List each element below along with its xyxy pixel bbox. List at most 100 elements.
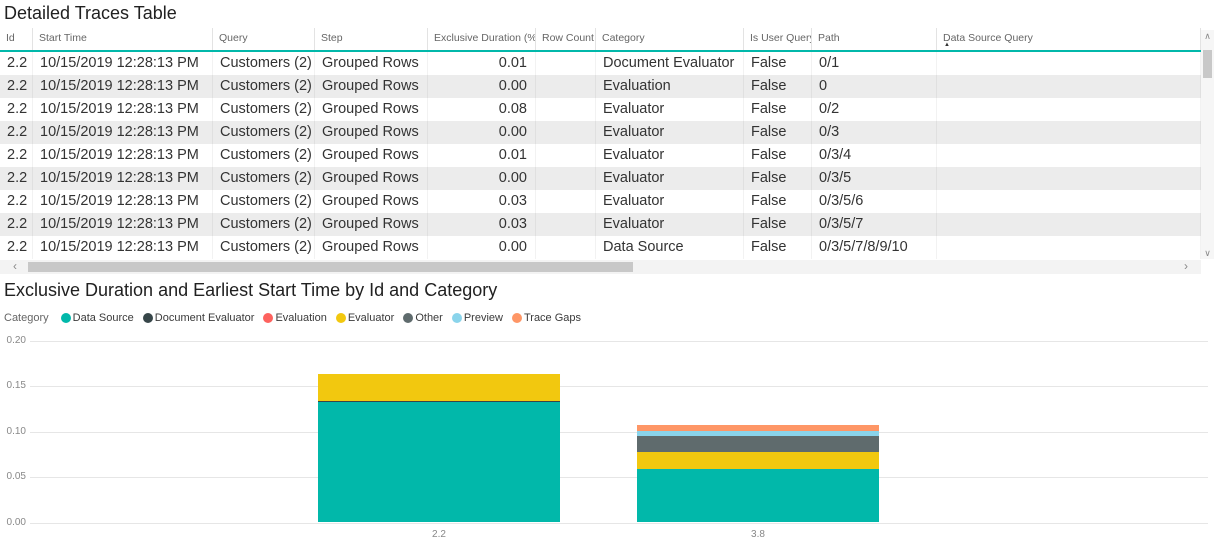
table-cell: 0/3/5/6 bbox=[812, 190, 937, 213]
table-cell: 0.00 bbox=[428, 236, 536, 259]
table-cell: False bbox=[744, 121, 812, 144]
legend-item-label: Trace Gaps bbox=[523, 312, 582, 324]
table-cell: Grouped Rows bbox=[315, 236, 428, 259]
table-cell: Customers (2) bbox=[213, 75, 315, 98]
table-cell: 10/15/2019 12:28:13 PM bbox=[33, 236, 213, 259]
legend-swatch-icon bbox=[451, 313, 462, 323]
horizontal-scrollbar-thumb[interactable] bbox=[28, 262, 633, 272]
legend-swatch-icon bbox=[335, 313, 346, 323]
legend-item-label: Evaluation bbox=[275, 312, 327, 324]
table-cell bbox=[937, 144, 1201, 167]
bar-segment-evaluator[interactable] bbox=[318, 374, 560, 401]
grid-line bbox=[30, 386, 1208, 387]
table-cell: 2.2 bbox=[0, 167, 33, 190]
table-horizontal-scrollbar[interactable]: ‹ › bbox=[0, 260, 1201, 274]
column-header-start-time[interactable]: Start Time bbox=[33, 28, 213, 50]
table-row[interactable]: 2.2 10/15/2019 12:28:13 PM Customers (2) Gr… bbox=[0, 75, 1201, 98]
sort-ascending-icon: ▲ bbox=[944, 42, 950, 48]
bar-segment-data-source[interactable] bbox=[318, 402, 560, 523]
bar-segment-other[interactable] bbox=[637, 436, 879, 453]
scroll-left-icon[interactable]: ‹ bbox=[13, 259, 17, 273]
table-row[interactable]: 2.2 10/15/2019 12:28:13 PM Customers (2) Gr… bbox=[0, 190, 1201, 213]
legend-item-document-evaluator[interactable]: Document Evaluator bbox=[142, 312, 254, 324]
table-cell: 2.2 bbox=[0, 213, 33, 236]
table-row[interactable]: 2.2 10/15/2019 12:28:13 PM Customers (2) Gr… bbox=[0, 167, 1201, 190]
legend-item-evaluation[interactable]: Evaluation bbox=[263, 312, 327, 324]
table-vertical-scrollbar[interactable]: ∧ ∨ bbox=[1201, 30, 1214, 259]
table-cell: False bbox=[744, 98, 812, 121]
table-cell: False bbox=[744, 144, 812, 167]
table-row[interactable]: 2.2 10/15/2019 12:28:13 PM Customers (2) Gr… bbox=[0, 213, 1201, 236]
column-header-query[interactable]: Query bbox=[213, 28, 315, 50]
table-cell: Grouped Rows bbox=[315, 167, 428, 190]
column-header-label: Row Count bbox=[542, 32, 594, 44]
table-cell bbox=[536, 52, 596, 75]
bar-segment-data-source[interactable] bbox=[637, 468, 879, 523]
bar-segment-trace-gaps[interactable] bbox=[637, 425, 879, 431]
scroll-right-icon[interactable]: › bbox=[1184, 259, 1188, 273]
table-cell: 0/3/5/7 bbox=[812, 213, 937, 236]
table-cell: Data Source bbox=[596, 236, 744, 259]
table-cell: 10/15/2019 12:28:13 PM bbox=[33, 144, 213, 167]
grid-line bbox=[30, 477, 1208, 478]
scroll-down-icon[interactable]: ∨ bbox=[1204, 248, 1211, 258]
column-header-id[interactable]: Id bbox=[0, 28, 33, 50]
table-cell: 10/15/2019 12:28:13 PM bbox=[33, 121, 213, 144]
table-cell: 0/1 bbox=[812, 52, 937, 75]
table-cell: Evaluator bbox=[596, 98, 744, 121]
legend-item-label: Preview bbox=[463, 312, 503, 324]
table-row[interactable]: 2.2 10/15/2019 12:28:13 PM Customers (2) Gr… bbox=[0, 121, 1201, 144]
table-row[interactable]: 2.2 10/15/2019 12:28:13 PM Customers (2) Gr… bbox=[0, 144, 1201, 167]
column-header-data-source-query[interactable]: Data Source Query ▲ bbox=[937, 28, 1201, 50]
table-cell: 2.2 bbox=[0, 144, 33, 167]
vertical-scrollbar-thumb[interactable] bbox=[1203, 50, 1212, 78]
stacked-bar-chart: 0.00 0.05 0.10 0.15 0.20 2.2 3.8 bbox=[0, 330, 1214, 548]
table-cell: False bbox=[744, 167, 812, 190]
legend-item-data-source[interactable]: Data Source bbox=[60, 312, 134, 324]
column-header-row-count[interactable]: Row Count bbox=[536, 28, 596, 50]
table-cell: False bbox=[744, 52, 812, 75]
chart-title: Exclusive Duration and Earliest Start Ti… bbox=[4, 280, 498, 300]
y-axis-tick-label: 0.15 bbox=[6, 380, 26, 391]
bar-segment-evaluator[interactable] bbox=[637, 452, 879, 469]
table-cell: Evaluator bbox=[596, 167, 744, 190]
table-cell bbox=[536, 121, 596, 144]
column-header-is-user-query[interactable]: Is User Query bbox=[744, 28, 812, 50]
table-cell: Customers (2) bbox=[213, 236, 315, 259]
grid-line bbox=[30, 340, 1208, 342]
table-cell: 0.01 bbox=[428, 144, 536, 167]
scroll-up-icon[interactable]: ∧ bbox=[1204, 31, 1211, 41]
table-cell: 0/3/4 bbox=[812, 144, 937, 167]
legend-item-preview[interactable]: Preview bbox=[451, 312, 503, 324]
legend-swatch-icon bbox=[60, 313, 71, 323]
bar-segment-preview[interactable] bbox=[637, 430, 879, 437]
table-cell: Grouped Rows bbox=[315, 190, 428, 213]
column-header-path[interactable]: Path bbox=[812, 28, 937, 50]
x-axis-category-label: 2.2 bbox=[432, 528, 446, 540]
legend-category-label: Category bbox=[4, 312, 49, 324]
column-header-step[interactable]: Step bbox=[315, 28, 428, 50]
legend-item-other[interactable]: Other bbox=[403, 312, 443, 324]
table-cell: 10/15/2019 12:28:13 PM bbox=[33, 167, 213, 190]
column-header-category[interactable]: Category bbox=[596, 28, 744, 50]
legend-item-trace-gaps[interactable]: Trace Gaps bbox=[511, 312, 582, 324]
bar-segment-document-evaluator[interactable] bbox=[318, 400, 560, 403]
table-cell: Grouped Rows bbox=[315, 213, 428, 236]
column-header-label: Start Time bbox=[39, 32, 87, 44]
legend-item-evaluator[interactable]: Evaluator bbox=[335, 312, 394, 324]
column-header-label: Category bbox=[602, 32, 645, 44]
table-cell: Grouped Rows bbox=[315, 144, 428, 167]
table-cell: Document Evaluator bbox=[596, 52, 744, 75]
table-cell: 10/15/2019 12:28:13 PM bbox=[33, 213, 213, 236]
column-header-exclusive-duration-[interactable]: Exclusive Duration (%) bbox=[428, 28, 536, 50]
table-row[interactable]: 2.2 10/15/2019 12:28:13 PM Customers (2) Gr… bbox=[0, 52, 1201, 75]
table-cell: Evaluator bbox=[596, 121, 744, 144]
table-row[interactable]: 2.2 10/15/2019 12:28:13 PM Customers (2) Gr… bbox=[0, 98, 1201, 121]
table-cell bbox=[937, 190, 1201, 213]
table-title: Detailed Traces Table bbox=[4, 3, 177, 23]
table-cell bbox=[536, 144, 596, 167]
table-row[interactable]: 2.2 10/15/2019 12:28:13 PM Customers (2) Gr… bbox=[0, 236, 1201, 259]
table-cell bbox=[937, 98, 1201, 121]
table-cell: Grouped Rows bbox=[315, 75, 428, 98]
